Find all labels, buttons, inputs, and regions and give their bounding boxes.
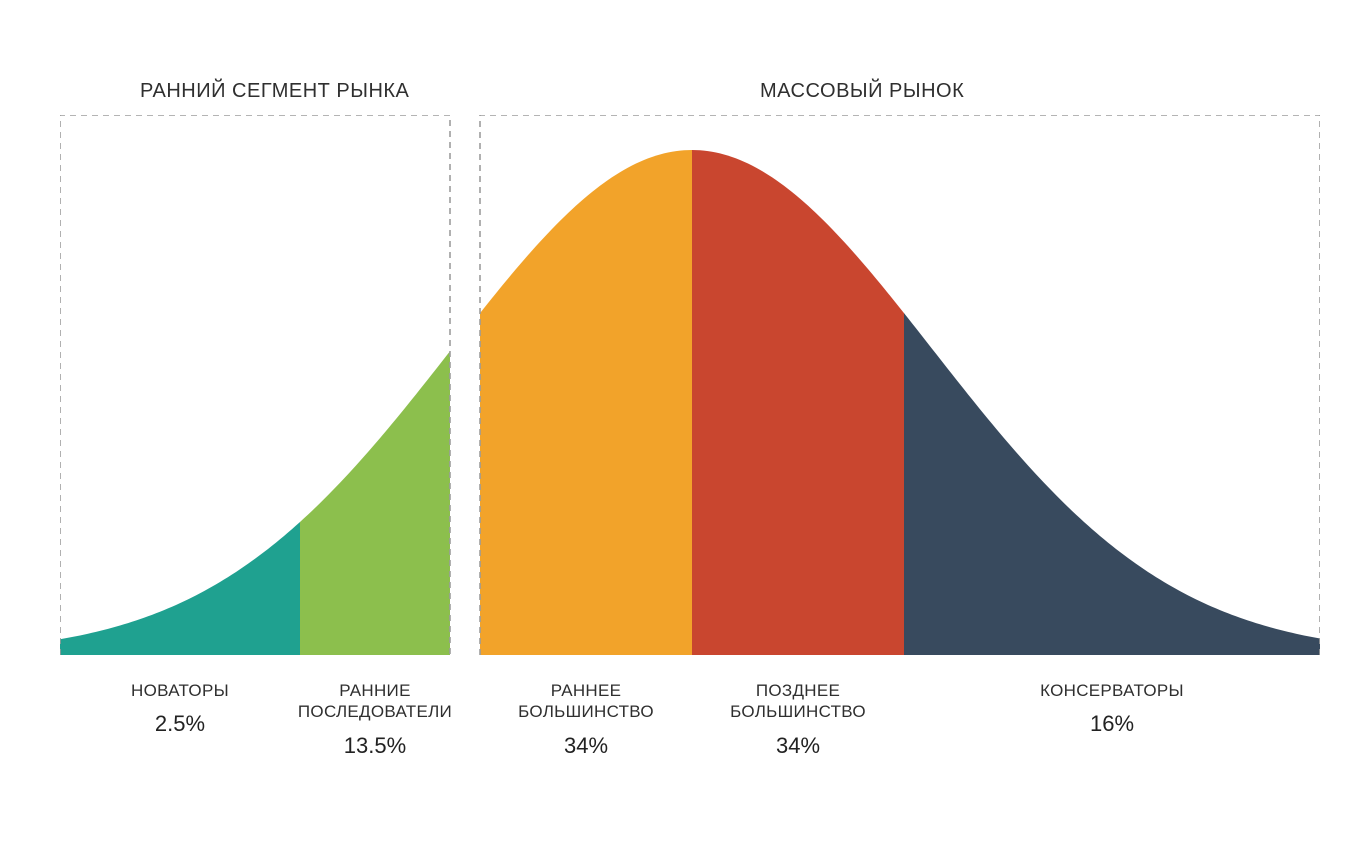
label-col-late_majority: ПОЗДНЕЕБОЛЬШИНСТВО 34% xyxy=(678,680,918,759)
segment-laggards xyxy=(904,313,1320,655)
segment-percent: 34% xyxy=(678,733,918,759)
segment-early_adopters xyxy=(300,351,450,655)
segment-label: ПОЗДНЕЕБОЛЬШИНСТВО xyxy=(678,680,918,723)
label-col-early_majority: РАННЕЕБОЛЬШИНСТВО 34% xyxy=(466,680,706,759)
chasm-gap xyxy=(450,115,480,655)
label-col-laggards: КОНСЕРВАТОРЫ 16% xyxy=(992,680,1232,737)
header-early-market: РАННИЙ СЕГМЕНТ РЫНКА xyxy=(140,80,409,103)
header-mass-market: МАССОВЫЙ РЫНОК xyxy=(760,80,964,103)
segment-percent: 16% xyxy=(992,711,1232,737)
bell-curve-svg xyxy=(60,115,1320,655)
segment-late_majority xyxy=(692,150,904,655)
segment-label: РАННИЕПОСЛЕДОВАТЕЛИ xyxy=(255,680,495,723)
segment-label: КОНСЕРВАТОРЫ xyxy=(992,680,1232,701)
segment-label: РАННЕЕБОЛЬШИНСТВО xyxy=(466,680,706,723)
segment-percent: 34% xyxy=(466,733,706,759)
segment-innovators xyxy=(60,522,300,655)
segment-percent: 13.5% xyxy=(255,733,495,759)
label-col-early_adopters: РАННИЕПОСЛЕДОВАТЕЛИ 13.5% xyxy=(255,680,495,759)
segment-early_majority xyxy=(480,150,692,655)
diffusion-chart: РАННИЙ СЕГМЕНТ РЫНКА МАССОВЫЙ РЫНОК НОВА… xyxy=(0,0,1360,850)
